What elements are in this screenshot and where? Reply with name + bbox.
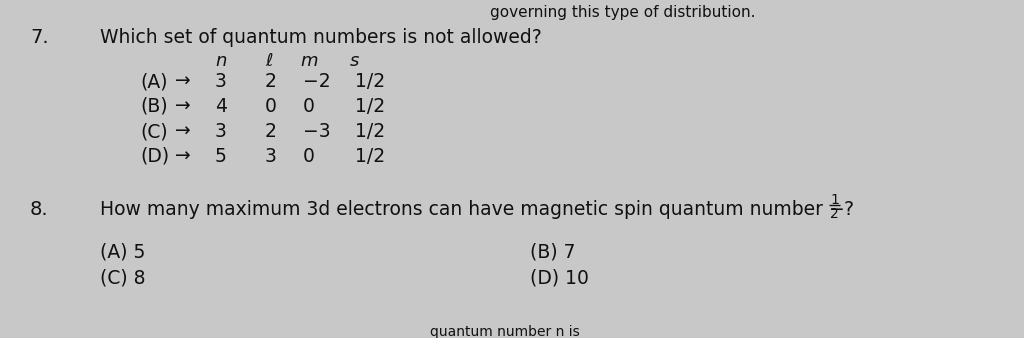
Text: 0: 0 (303, 147, 314, 166)
Text: Which set of quantum numbers is not allowed?: Which set of quantum numbers is not allo… (100, 28, 542, 47)
Text: 3: 3 (265, 147, 276, 166)
Text: ℓ: ℓ (265, 52, 272, 70)
Text: (C): (C) (140, 122, 168, 141)
Text: 3: 3 (215, 122, 227, 141)
Text: 1/2: 1/2 (355, 72, 385, 91)
Text: −2: −2 (303, 72, 331, 91)
Text: 0: 0 (303, 97, 314, 116)
Text: ?: ? (844, 200, 854, 219)
Text: 1/2: 1/2 (355, 122, 385, 141)
Text: →: → (175, 72, 190, 91)
Text: How many maximum 3d electrons can have magnetic spin quantum number −: How many maximum 3d electrons can have m… (100, 200, 845, 219)
Text: −3: −3 (303, 122, 331, 141)
Text: 3: 3 (215, 72, 227, 91)
Text: 4: 4 (215, 97, 227, 116)
Text: quantum number n is: quantum number n is (430, 325, 580, 338)
Text: (C) 8: (C) 8 (100, 268, 145, 287)
Text: 0: 0 (265, 97, 276, 116)
Text: m: m (300, 52, 317, 70)
Text: (B) 7: (B) 7 (530, 243, 575, 262)
Text: 1: 1 (830, 193, 839, 207)
Text: (D) 10: (D) 10 (530, 268, 589, 287)
Text: (D): (D) (140, 147, 169, 166)
Text: 1/2: 1/2 (355, 147, 385, 166)
Text: 1/2: 1/2 (355, 97, 385, 116)
Text: 5: 5 (215, 147, 227, 166)
Text: (B): (B) (140, 97, 168, 116)
Text: 2: 2 (830, 207, 839, 221)
Text: 7.: 7. (30, 28, 48, 47)
Text: s: s (350, 52, 359, 70)
Text: 8.: 8. (30, 200, 48, 219)
Text: (A) 5: (A) 5 (100, 243, 145, 262)
Text: n: n (215, 52, 226, 70)
Text: →: → (175, 122, 190, 141)
Text: governing this type of distribution.: governing this type of distribution. (490, 5, 756, 20)
Text: (A): (A) (140, 72, 168, 91)
Text: 2: 2 (265, 72, 276, 91)
Text: →: → (175, 97, 190, 116)
Text: →: → (175, 147, 190, 166)
Text: 2: 2 (265, 122, 276, 141)
